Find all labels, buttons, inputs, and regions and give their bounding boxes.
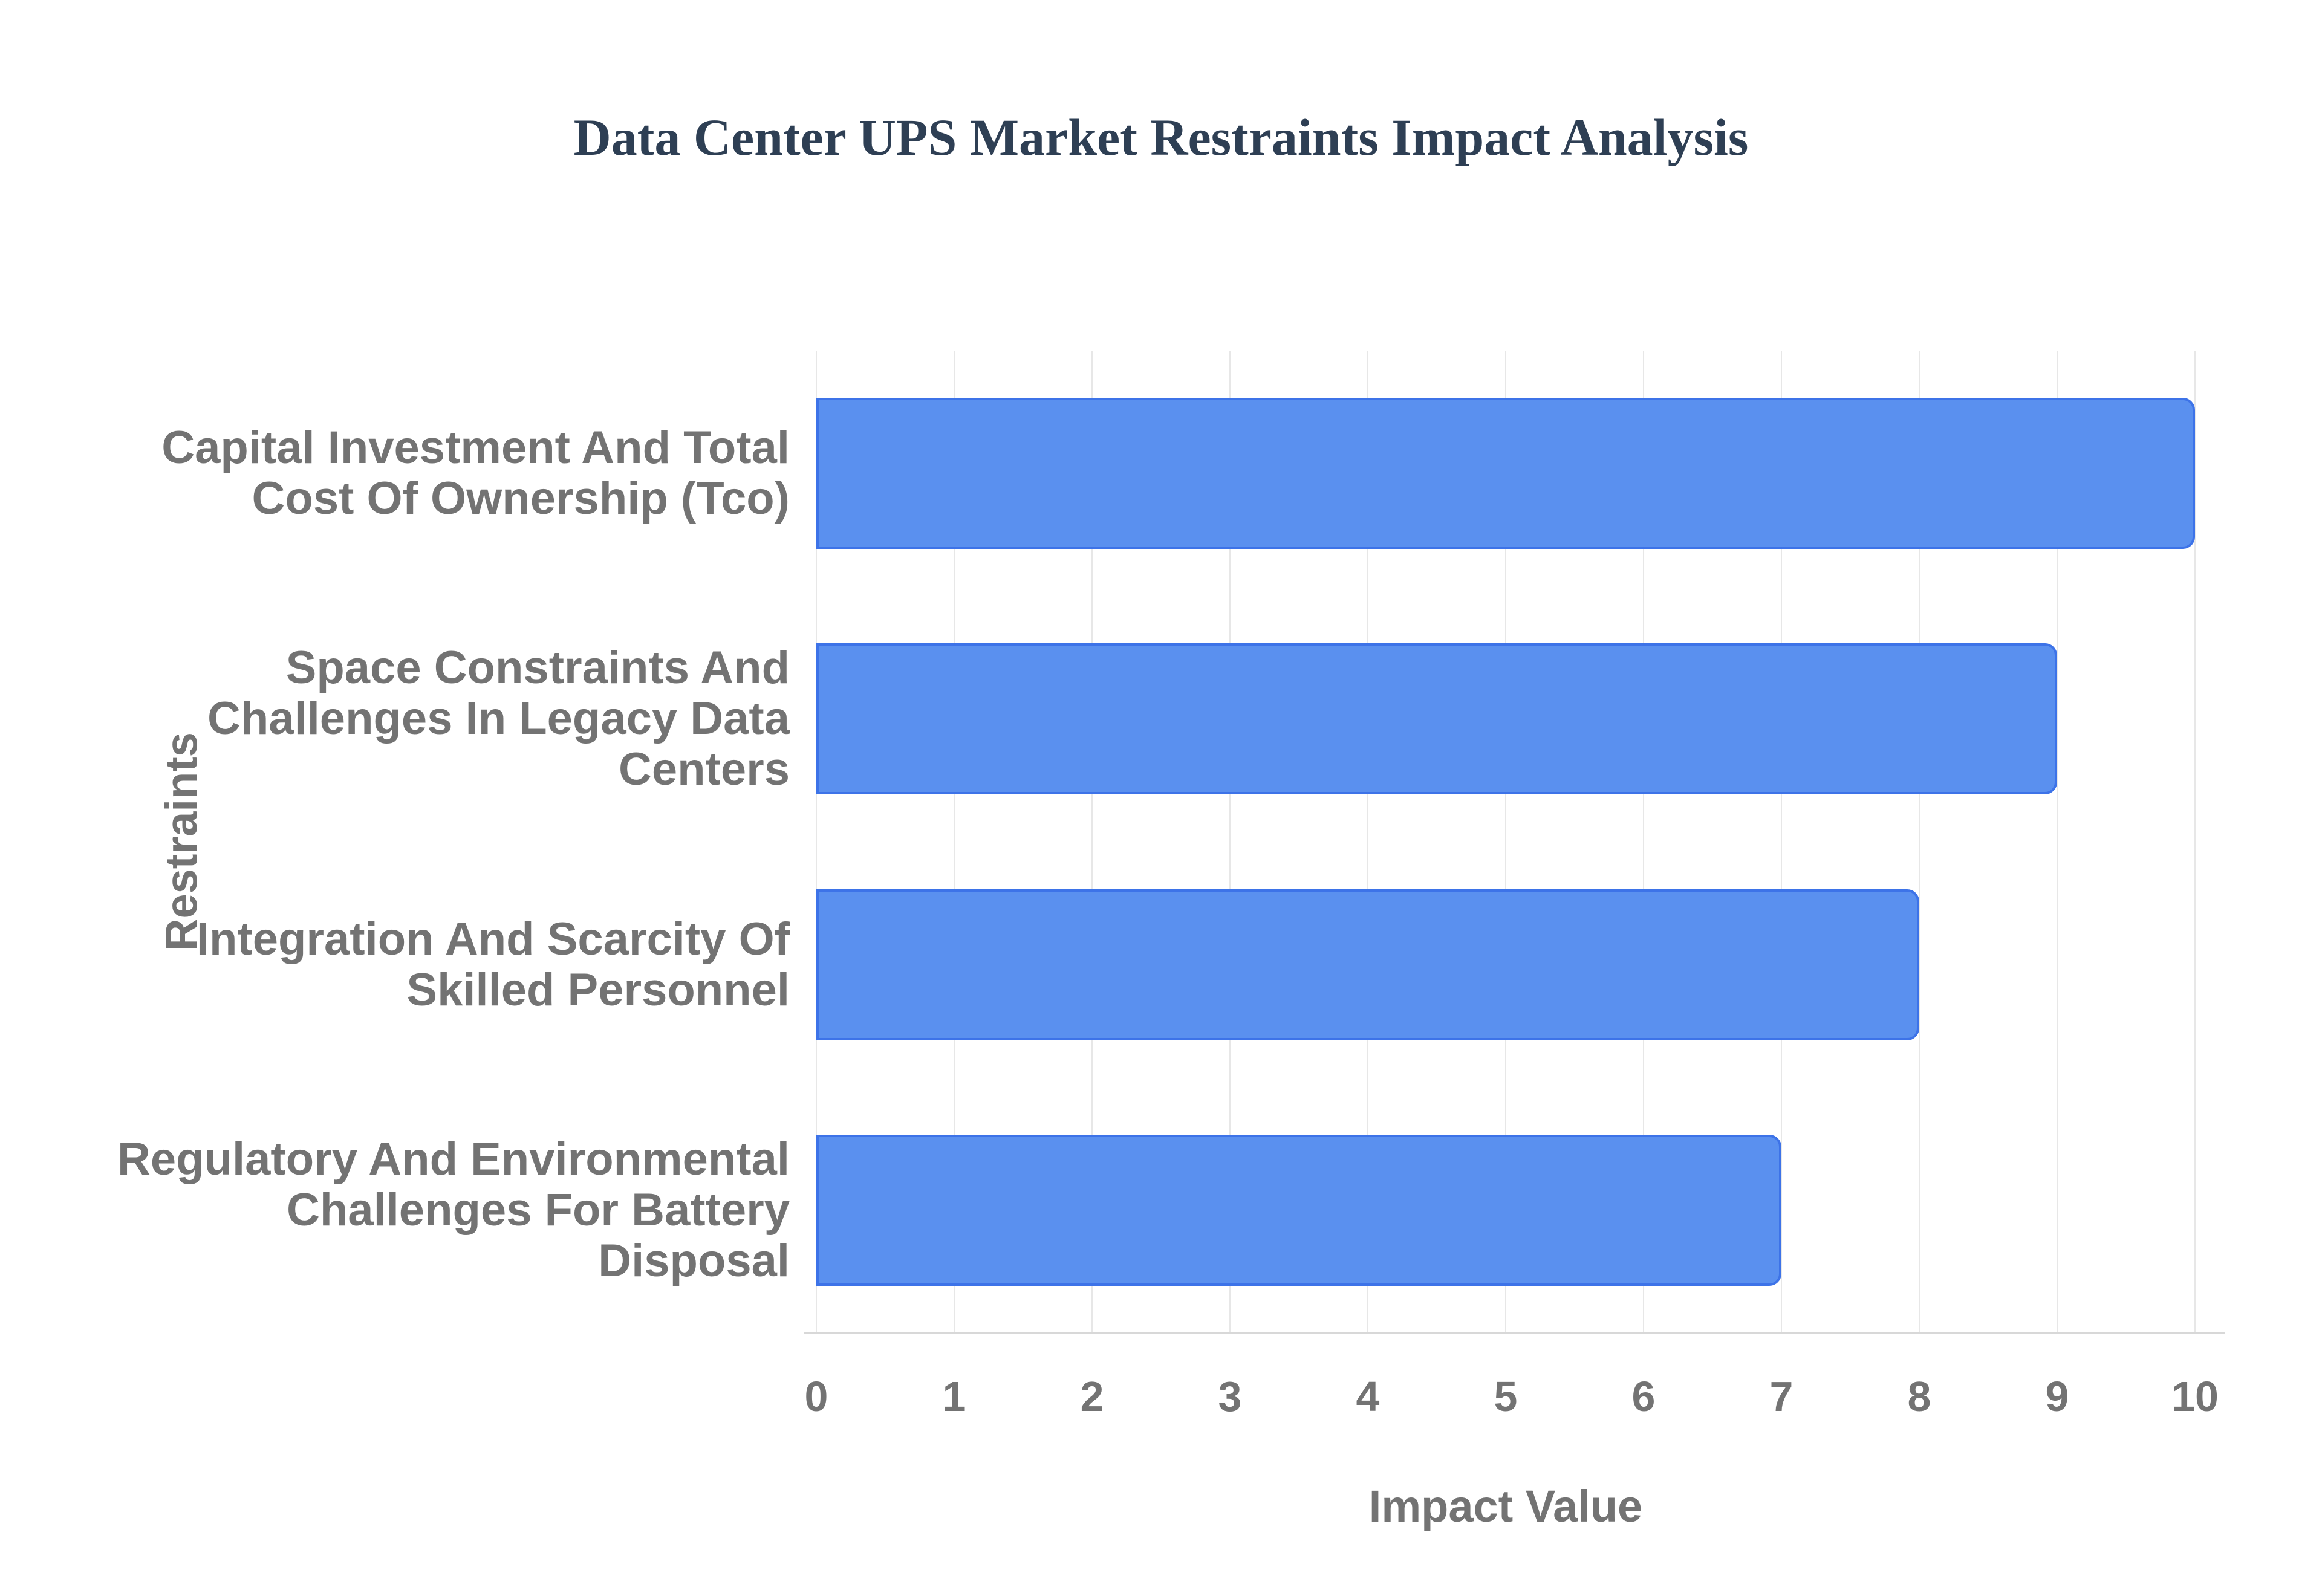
- category-label-line: Regulatory And Environmental: [117, 1134, 790, 1185]
- x-tick-label-7: 7: [1769, 1373, 1794, 1420]
- x-tick-label-6: 6: [1631, 1373, 1656, 1420]
- gridline-x-6: [1643, 351, 1644, 1333]
- gridline-x-7: [1781, 351, 1782, 1333]
- gridline-x-2: [1091, 351, 1093, 1333]
- gridline-x-9: [2057, 351, 2058, 1333]
- x-tick-label-0: 0: [804, 1373, 828, 1420]
- x-tick-label-4: 4: [1356, 1373, 1380, 1420]
- x-tick-label-5: 5: [1494, 1373, 1518, 1420]
- category-label-line: Centers: [619, 744, 790, 795]
- bar-1: [816, 643, 2057, 794]
- gridline-x-1: [954, 351, 955, 1333]
- category-label-line: Space Constraints And: [285, 642, 790, 693]
- chart-title: Data Center UPS Market Restraints Impact…: [573, 108, 1749, 166]
- category-label-3: Regulatory And Environmental Challenges F…: [0, 1134, 790, 1286]
- category-label-line: Challenges In Legacy Data: [207, 693, 790, 744]
- category-label-line: Cost Of Ownership (Tco): [252, 473, 790, 524]
- x-axis-baseline: [804, 1332, 2225, 1334]
- gridline-x-10: [2194, 351, 2196, 1333]
- x-tick-label-1: 1: [942, 1373, 966, 1420]
- gridline-x-5: [1505, 351, 1506, 1333]
- category-label-1: Space Constraints And Challenges In Legac…: [0, 643, 790, 795]
- category-label-2: Integration And Scarcity Of Skilled Perso…: [0, 914, 790, 1016]
- y-axis-title: Restraints: [156, 732, 207, 951]
- gridline-x-8: [1919, 351, 1920, 1333]
- category-label-line: Challenges For Battery: [287, 1184, 790, 1236]
- category-label-line: Disposal: [598, 1235, 790, 1286]
- gridline-x-4: [1367, 351, 1368, 1333]
- category-label-line: Capital Investment And Total: [161, 422, 790, 473]
- category-label-line: Skilled Personnel: [406, 964, 790, 1016]
- bar-2: [816, 889, 1919, 1040]
- gridline-x-3: [1229, 351, 1231, 1333]
- plot-area: [816, 351, 2196, 1333]
- x-tick-label-2: 2: [1080, 1373, 1104, 1420]
- bar-0: [816, 398, 2195, 549]
- category-label-0: Capital Investment And Total Cost Of Owne…: [0, 423, 790, 524]
- x-tick-label-8: 8: [1907, 1373, 1931, 1420]
- gridline-x-0: [816, 351, 817, 1333]
- x-axis-title: Impact Value: [1368, 1481, 1643, 1531]
- category-label-line: Integration And Scarcity Of: [196, 913, 790, 965]
- x-tick-label-3: 3: [1218, 1373, 1242, 1420]
- bar-3: [816, 1135, 1781, 1286]
- x-tick-label-10: 10: [2171, 1373, 2219, 1420]
- x-tick-label-9: 9: [2045, 1373, 2069, 1420]
